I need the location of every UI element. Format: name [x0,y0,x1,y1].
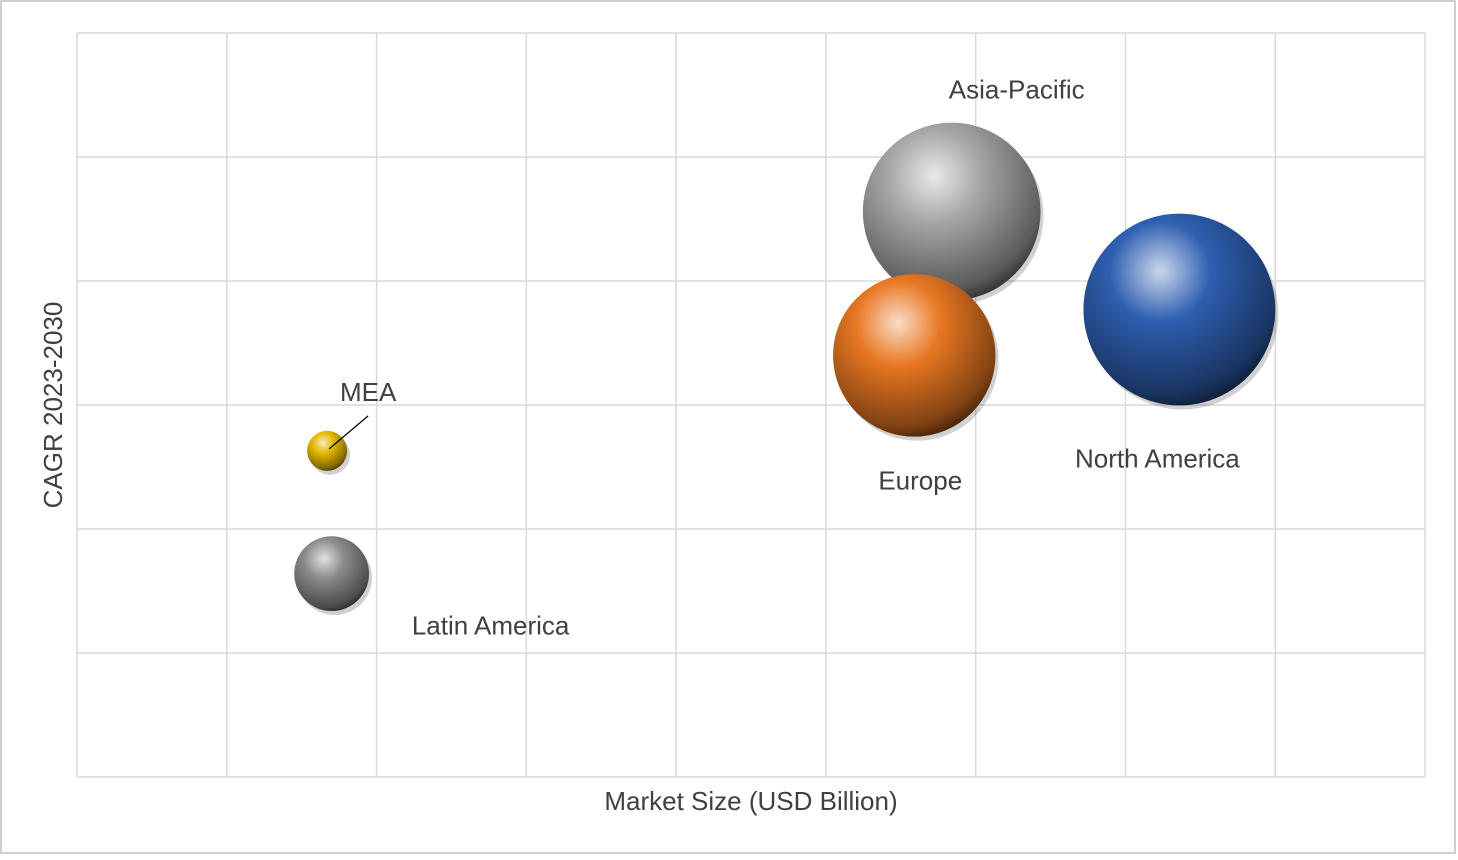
leader-line [328,415,369,450]
bubble [862,122,1041,301]
bubble [294,536,370,612]
bubble-label: MEA [340,377,397,407]
bubble-label: Europe [878,465,962,495]
bubble [1083,213,1276,406]
y-axis-title: CAGR 2023-2030 [38,302,68,509]
bubble-label: Latin America [412,611,570,641]
bubble [833,274,996,437]
bubble [307,430,348,471]
bubble-label: North America [1075,443,1240,473]
bubble-label: Asia-Pacific [949,74,1085,104]
x-axis-title: Market Size (USD Billion) [604,786,897,816]
